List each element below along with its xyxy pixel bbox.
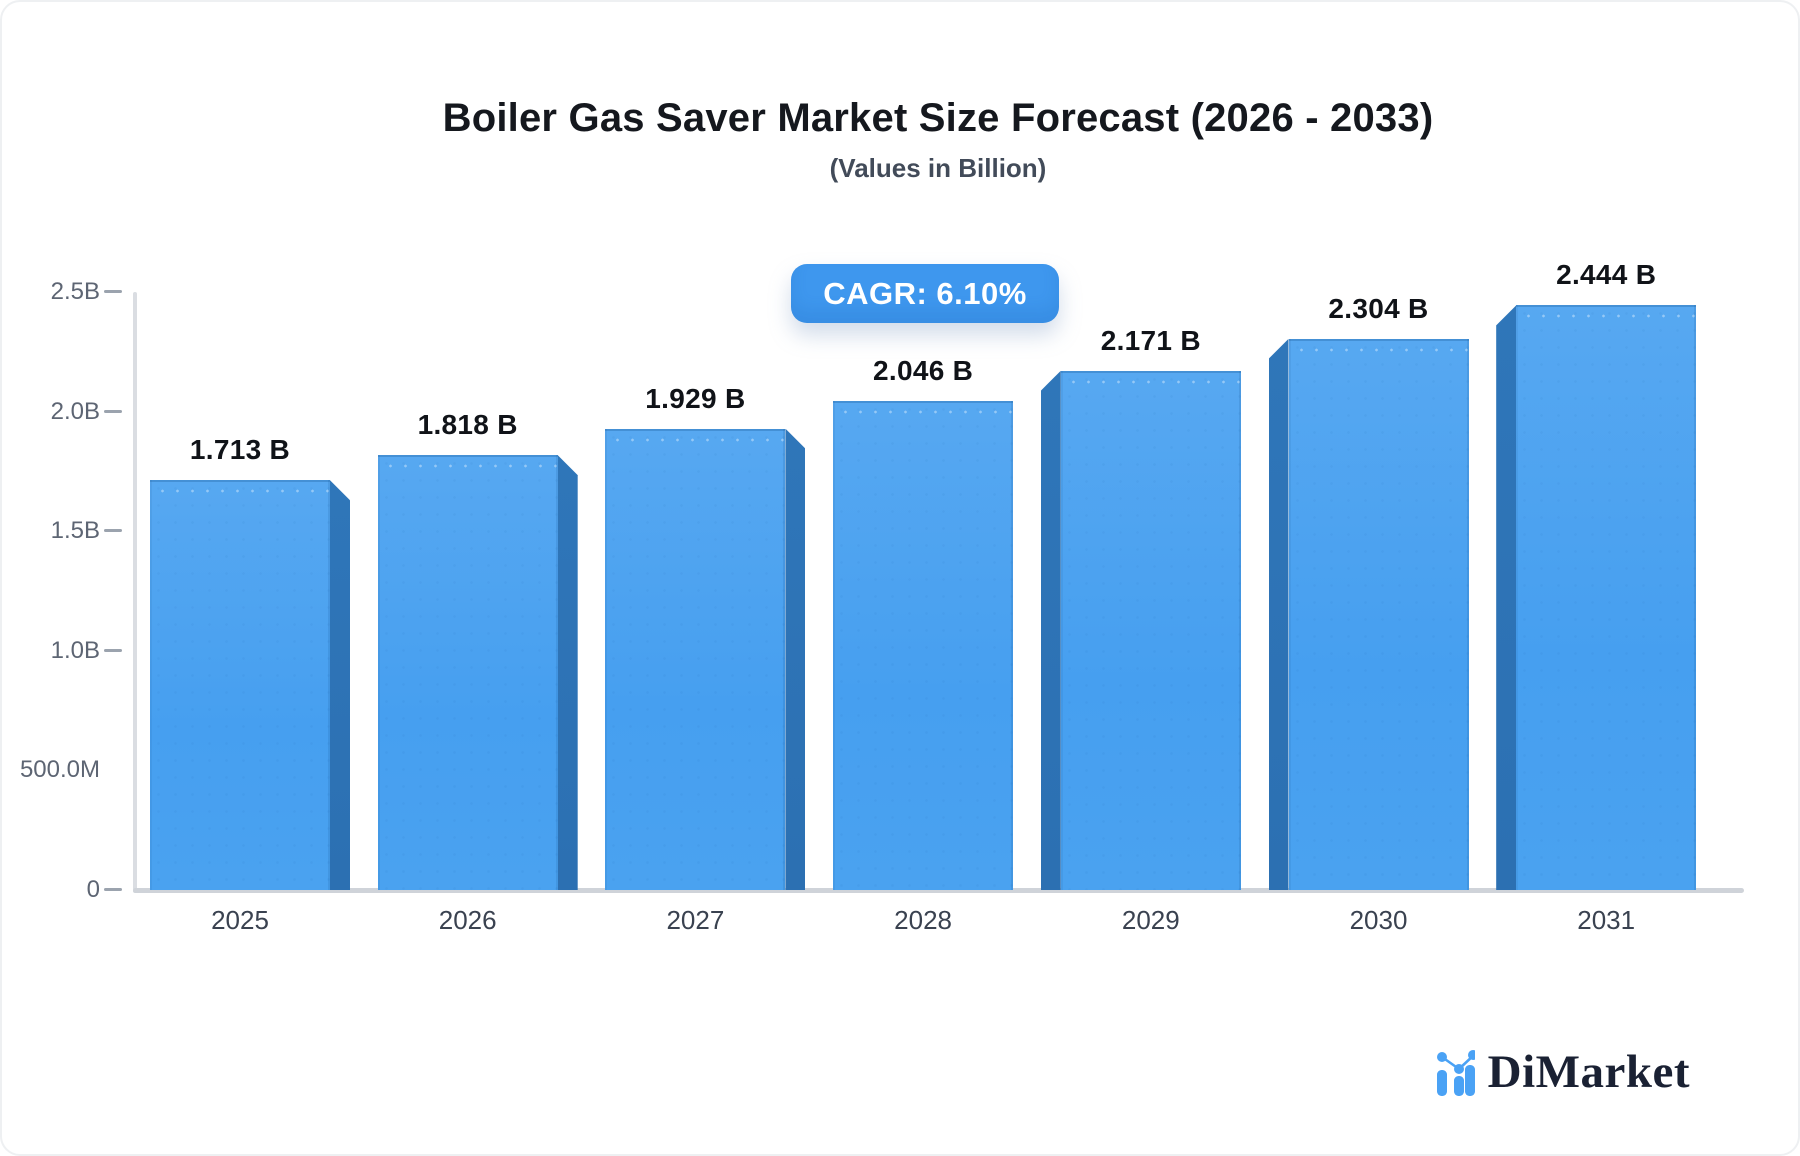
x-tick-label: 2026 (438, 905, 497, 935)
bar-value-label: 2.304 B (1328, 292, 1429, 324)
bar-side-face (1268, 338, 1289, 890)
bar-side-face (785, 428, 806, 890)
x-tick-label: 2025 (211, 905, 269, 935)
bar-face (1060, 370, 1241, 890)
bar-face (150, 480, 330, 890)
bar-column-2030[interactable] (1268, 338, 1469, 890)
bar-side-face (557, 455, 578, 890)
y-axis-line (133, 292, 137, 893)
y-tick-dash (104, 290, 122, 293)
y-tick-dash (104, 529, 122, 533)
bar-column-2031[interactable] (1496, 305, 1697, 890)
bar-column-2027[interactable] (605, 428, 806, 890)
bar-face (1516, 305, 1697, 890)
bar-value-label: 2.046 B (873, 354, 974, 386)
y-tick-label: 2.0B (50, 397, 100, 425)
bar-face (377, 455, 558, 890)
y-tick-label: 1.5B (50, 517, 100, 545)
dimarket-logo-icon (1436, 1050, 1475, 1096)
y-tick-label: 500.0M (19, 756, 100, 784)
y-tick-dash (104, 648, 122, 652)
bar-face (1288, 338, 1469, 890)
bar-column-2029[interactable] (1040, 370, 1241, 890)
x-tick-label: 2029 (1121, 905, 1180, 935)
y-tick-label: 1.0B (50, 636, 100, 664)
bar-column-2025[interactable] (150, 480, 350, 890)
chart-subtitle: (Values in Billion) (829, 153, 1047, 183)
x-tick-label: 2030 (1349, 905, 1408, 935)
x-tick-label: 2027 (666, 905, 725, 935)
bar-side-face (1040, 370, 1061, 890)
bar-face (605, 428, 786, 890)
bar-value-label: 1.713 B (189, 434, 291, 466)
x-tick-label: 2028 (894, 905, 953, 935)
bar-side-face (330, 480, 350, 890)
brand-watermark: DiMarket (1429, 1048, 1690, 1096)
x-axis-baseline (133, 888, 1744, 893)
brand-name: DiMarket (1487, 1045, 1690, 1098)
bar-value-label: 2.444 B (1556, 259, 1657, 291)
chart-header: Boiler Gas Saver Market Size Forecast (2… (74, 94, 1800, 188)
y-tick-label: 0 (86, 876, 100, 903)
bar-value-label: 1.929 B (645, 382, 746, 414)
y-tick-label: 2.5B (50, 278, 100, 305)
x-tick-label: 2031 (1577, 905, 1636, 935)
bar-column-2028[interactable] (833, 400, 1014, 890)
chart-title: Boiler Gas Saver Market Size Forecast (2… (442, 96, 1434, 140)
bar-column-2026[interactable] (377, 455, 578, 890)
y-tick-dash (104, 409, 122, 413)
bar-value-label: 2.171 B (1100, 324, 1201, 356)
y-tick-dash (104, 888, 122, 891)
bar-face (833, 400, 1014, 890)
bar-side-face (1496, 305, 1517, 890)
bar-value-label: 1.818 B (417, 409, 518, 441)
cagr-badge: CAGR: 6.10% (791, 264, 1059, 323)
